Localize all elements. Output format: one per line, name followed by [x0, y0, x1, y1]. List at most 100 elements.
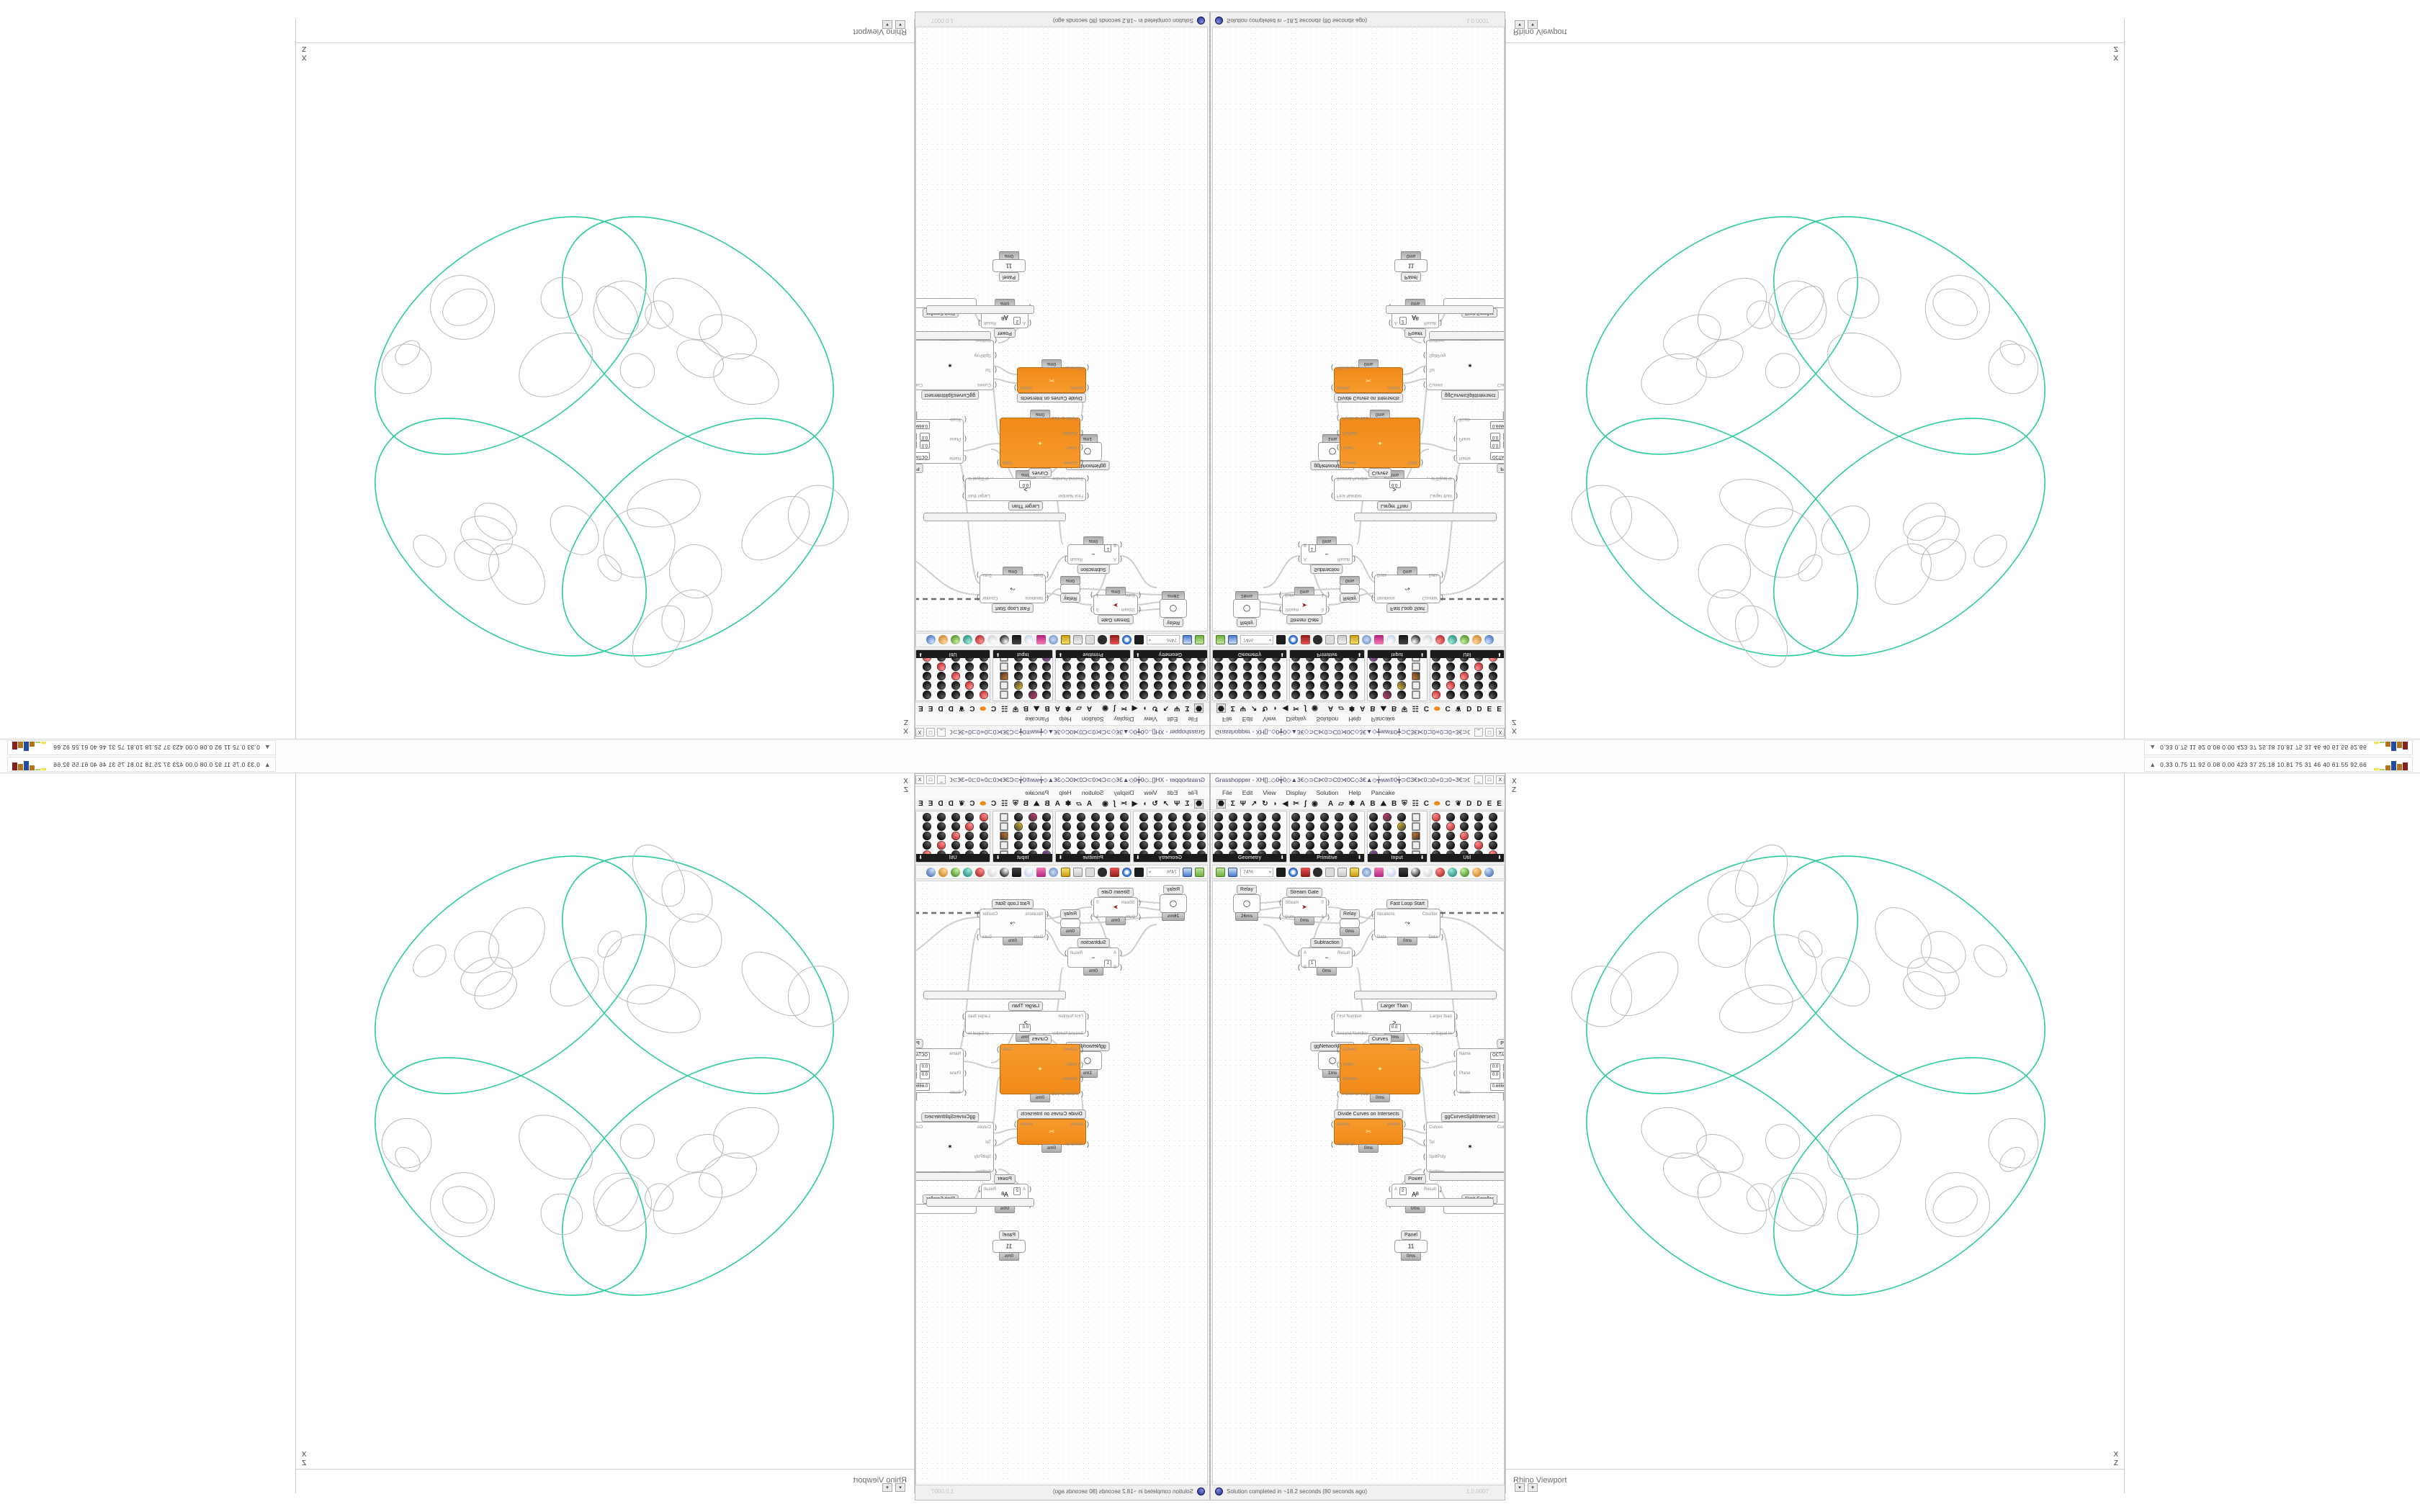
component-icon[interactable]: [1028, 690, 1037, 699]
component-icon[interactable]: [1197, 822, 1206, 831]
ribbon-component-icon[interactable]: D: [1466, 800, 1472, 808]
gh-input-port[interactable]: (: [1423, 1153, 1425, 1161]
gh-node-body[interactable]: Curves(Tol(SplitPoly(Splitters(Curves)✶: [915, 1122, 997, 1175]
component-icon[interactable]: [1077, 822, 1085, 831]
component-icon[interactable]: [1062, 832, 1072, 840]
component-icon[interactable]: [965, 662, 974, 671]
gh-input-port[interactable]: (: [1047, 932, 1049, 940]
component-icon[interactable]: [1062, 662, 1072, 671]
sphere-green-icon[interactable]: [1460, 867, 1469, 877]
gh-field[interactable]: 0.0: [915, 433, 917, 441]
gh-output-port[interactable]: ): [962, 492, 964, 500]
gh-input-pin[interactable]: Stream: [1285, 901, 1299, 905]
ribbon-component-icon[interactable]: A: [1086, 704, 1093, 712]
component-icon[interactable]: [1197, 662, 1206, 671]
gh-node[interactable]: Larger Than First Number (Second Number (La…: [962, 470, 1089, 510]
gh-input-pin[interactable]: First Number: [1337, 493, 1362, 498]
component-icon[interactable]: [922, 813, 931, 822]
component-icon[interactable]: [1105, 672, 1114, 680]
component-icon[interactable]: [965, 822, 974, 831]
component-panel-primitive[interactable]: Primitive ⬇: [1289, 649, 1365, 701]
component-icon[interactable]: [1446, 822, 1455, 831]
rhino-viewport[interactable]: X Z X Z Rhino Viewport ▾ ▾: [295, 773, 915, 1493]
component-icon[interactable]: [1306, 841, 1315, 850]
ribbon-tab-icon[interactable]: ◉: [1312, 800, 1318, 808]
gh-input-pin[interactable]: Surface: [1062, 430, 1077, 435]
shuffle-icon[interactable]: [1399, 635, 1408, 645]
gh-input-pin[interactable]: Scale: [949, 1090, 961, 1095]
component-icon[interactable]: [1000, 672, 1009, 680]
component-icon[interactable]: [965, 832, 974, 840]
component-icon[interactable]: [1383, 672, 1392, 680]
gh-node-body[interactable]: First Number (Second Number (Larger than).…: [1331, 1011, 1458, 1037]
gh-output-pin[interactable]: ... or Equal to: [1426, 1031, 1452, 1036]
at-icon[interactable]: [1325, 867, 1335, 877]
gh-field[interactable]: 0.0: [920, 1063, 930, 1071]
component-icon[interactable]: [1474, 672, 1484, 680]
gh-node-body[interactable]: Stream(Gate(0) 1) ➤: [1090, 592, 1141, 615]
gh-input-pin[interactable]: Second Number: [1052, 476, 1083, 481]
help-icon[interactable]: [1374, 867, 1384, 877]
component-icon[interactable]: [1168, 690, 1178, 699]
gh-node[interactable]: Panel 11 0ms: [1394, 1230, 1428, 1261]
gh-node[interactable]: Curves Curves (Invert (Surface (Perim or Voi…: [997, 410, 1083, 477]
maximize-button[interactable]: □: [1485, 775, 1494, 784]
gh-node[interactable]: Relay 0ms: [1059, 576, 1081, 603]
viewport-scroll-down-icon-2[interactable]: ▾: [882, 1483, 892, 1492]
gh-input-pin[interactable]: Plane: [1459, 1071, 1471, 1076]
component-icon[interactable]: [1306, 662, 1315, 671]
component-icon[interactable]: [1183, 662, 1192, 671]
component-icon[interactable]: [1271, 813, 1281, 822]
gh-input-port[interactable]: (: [1331, 1029, 1333, 1037]
ribbon-tab-icon[interactable]: Σ: [1230, 800, 1235, 808]
component-icon[interactable]: [1154, 662, 1163, 671]
gh-input-port[interactable]: (: [1337, 444, 1339, 452]
gh-node[interactable]: Larger Than First Number (Second Number (La…: [1331, 470, 1458, 510]
bake-icon[interactable]: [1386, 867, 1396, 877]
gh-node-body[interactable]: Iterations(Data(Counter) Data) ⤳: [977, 572, 1049, 603]
sphere-blue-icon[interactable]: [1484, 867, 1494, 877]
ribbon-tab-icon[interactable]: ↗: [1250, 704, 1258, 712]
component-icon[interactable]: [1271, 822, 1281, 831]
sphere-dark-icon[interactable]: [1411, 867, 1420, 877]
gh-output-pin[interactable]: curves: [1387, 1122, 1400, 1127]
gh-output-port[interactable]: ): [1456, 492, 1458, 500]
gh-input-pin[interactable]: Second Number: [1337, 1031, 1368, 1036]
component-icon[interactable]: [1271, 672, 1281, 680]
gh-input-pin[interactable]: A: [1394, 1187, 1398, 1192]
gh-output-pin[interactable]: 1: [1096, 914, 1099, 919]
chevron-down-icon[interactable]: ⬇: [1420, 855, 1425, 860]
component-icon[interactable]: [1013, 690, 1023, 699]
component-icon[interactable]: [1411, 832, 1420, 840]
component-icon[interactable]: [1013, 662, 1023, 671]
gh-output-port[interactable]: ): [1065, 556, 1067, 563]
menu-item-pancake[interactable]: Pancake: [1371, 789, 1395, 796]
bake-icon[interactable]: [1386, 635, 1396, 645]
gh-output-pin[interactable]: 0: [1096, 607, 1099, 611]
gh-output-pin[interactable]: 1: [1321, 593, 1324, 598]
gh-input-port[interactable]: (: [995, 1167, 997, 1175]
gh-field-second[interactable]: 0.0: [1019, 1024, 1031, 1032]
gh-field[interactable]: 0.6666666667: [915, 421, 930, 429]
component-icon[interactable]: [1105, 832, 1114, 840]
component-icon[interactable]: [1383, 690, 1392, 699]
gh-input-pin[interactable]: SplitPoly: [974, 352, 991, 357]
gh-input-port[interactable]: (: [995, 366, 997, 374]
component-icon[interactable]: [1411, 672, 1420, 680]
gha-icon[interactable]: [1073, 867, 1083, 877]
component-icon[interactable]: [1042, 832, 1052, 840]
gh-node-body[interactable]: Name(Plane(Scale(Curves)Meshes)Solid)⬡OC…: [915, 1048, 967, 1096]
panel-caption[interactable]: Input ⬇: [1367, 650, 1427, 658]
rhino-coordinate-readout[interactable]: ▲ 0.33 0.75 11 92 0.08 0.00 423 37 25.18…: [2144, 757, 2413, 772]
zoom-level-field[interactable]: 74%: [1240, 635, 1273, 645]
gh-field[interactable]: 0.0: [1490, 1071, 1500, 1079]
component-panel-geometry[interactable]: Geometry ⬇: [1212, 649, 1288, 701]
component-icon[interactable]: [1320, 672, 1330, 680]
menu-item-edit[interactable]: Edit: [1167, 716, 1178, 723]
component-icon[interactable]: [1460, 832, 1469, 840]
gh-input-pin[interactable]: Iterations: [1025, 912, 1043, 917]
menu-item-display[interactable]: Display: [1113, 716, 1134, 723]
component-icon[interactable]: [1348, 672, 1358, 680]
gh-node[interactable]: Fast Loop Start Iterations(Data(Counter) D…: [1371, 567, 1443, 613]
component-icon[interactable]: [1348, 832, 1358, 840]
